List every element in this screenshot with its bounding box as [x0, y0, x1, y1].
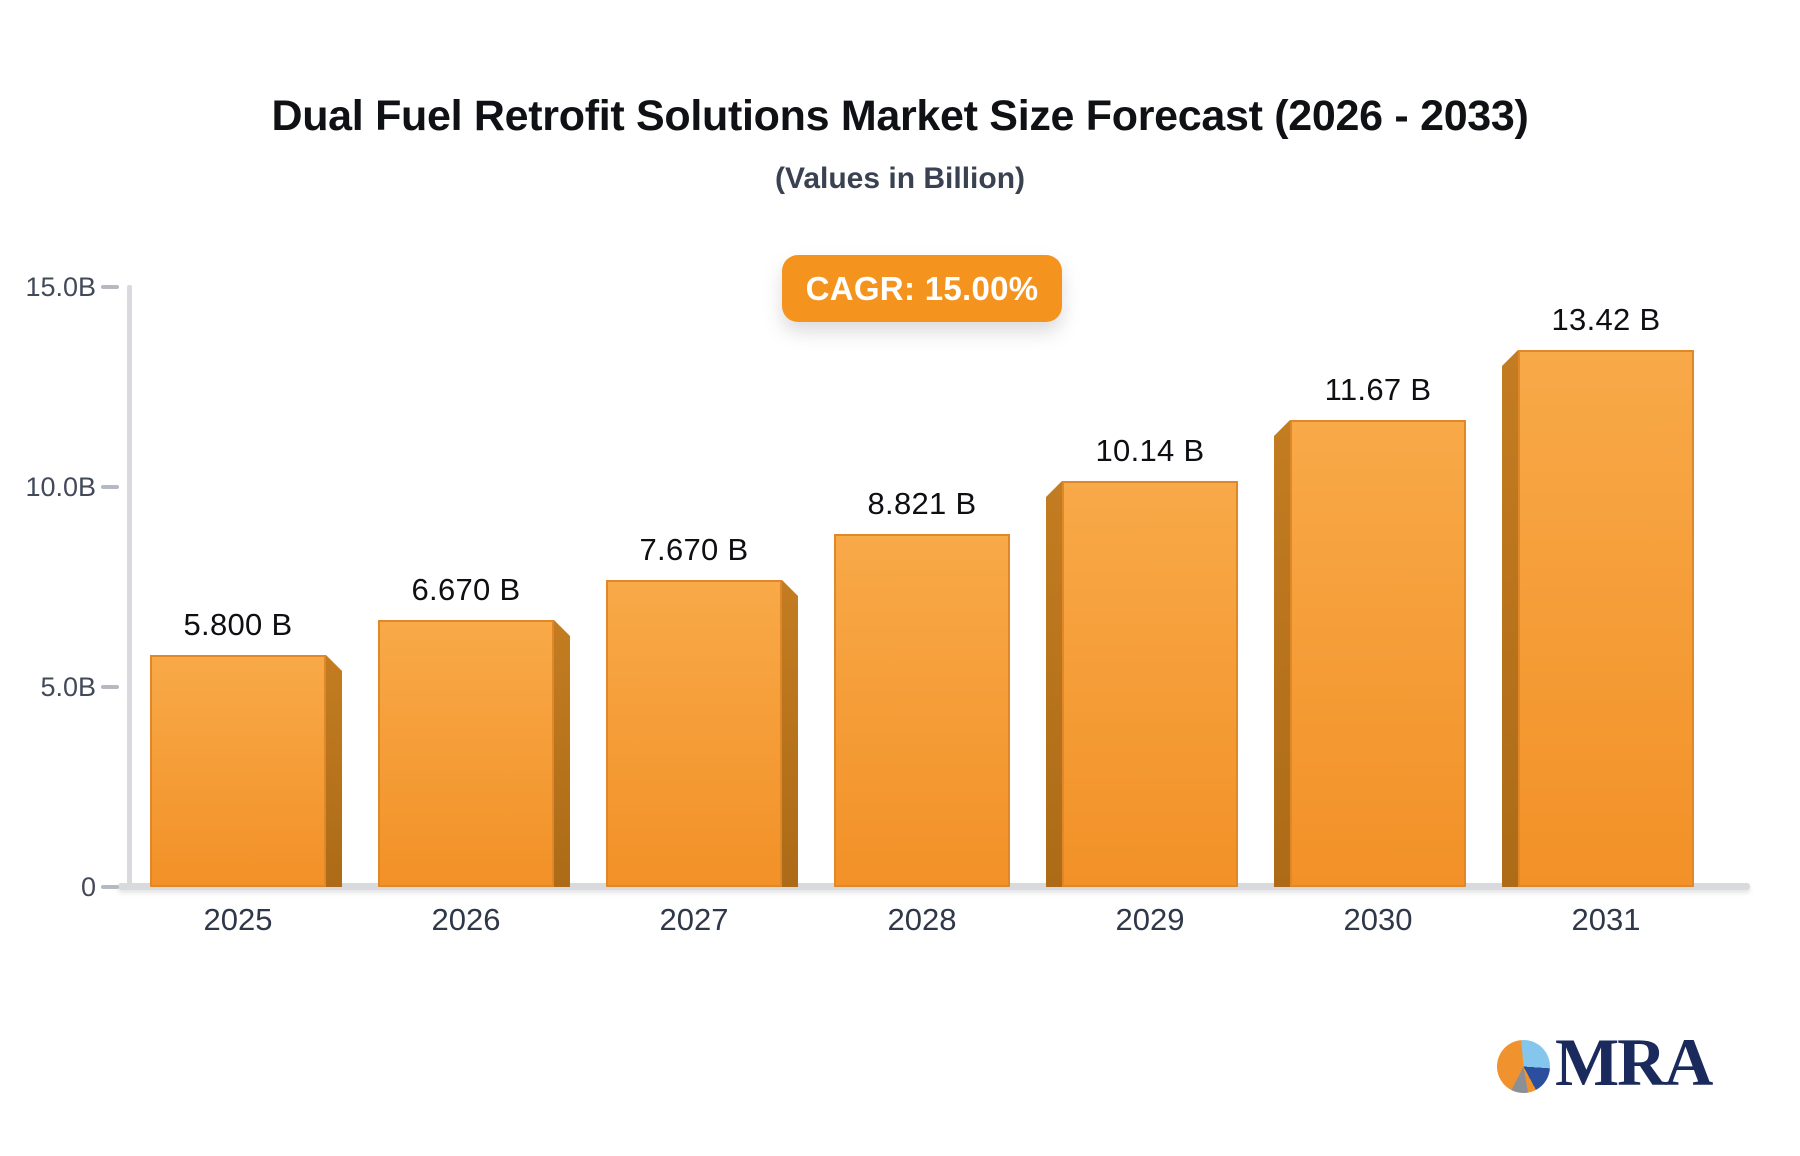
- x-tick-label: 2026: [431, 902, 501, 937]
- y-tick-label: 15.0B: [25, 272, 96, 302]
- bar-value-label: 13.42 B: [1551, 302, 1661, 337]
- brand-logo-text: MRA: [1555, 1024, 1713, 1100]
- bar-value-label: 10.14 B: [1095, 433, 1205, 468]
- bar-3d-side: [1046, 481, 1062, 887]
- bar-2030: [1290, 420, 1466, 887]
- bar-2028: [834, 534, 1010, 887]
- bar-value-label: 5.800 B: [183, 607, 293, 642]
- cagr-badge: CAGR: 15.00%: [782, 255, 1062, 322]
- pie-chart-logo-icon: [1497, 1039, 1550, 1093]
- bar-value-label: 11.67 B: [1324, 372, 1432, 407]
- bar-2026: [378, 620, 554, 887]
- y-tick-dash: [101, 685, 119, 689]
- y-tick-label: 10.0B: [25, 472, 96, 502]
- x-tick-label: 2030: [1343, 902, 1413, 937]
- bar-3d-side: [326, 655, 342, 887]
- bar-2025: [150, 655, 326, 887]
- bar-value-label: 7.670 B: [639, 532, 749, 567]
- x-tick-label: 2028: [887, 902, 957, 937]
- bar-3d-side: [1274, 420, 1290, 887]
- cagr-badge-label: CAGR: 15.00%: [805, 269, 1039, 307]
- bar-2031: [1518, 350, 1694, 887]
- chart-title: Dual Fuel Retrofit Solutions Market Size…: [271, 92, 1529, 140]
- brand-logo: MRA: [1497, 1028, 1713, 1099]
- y-tick-dash: [101, 285, 119, 289]
- bar-value-label: 8.821 B: [867, 486, 977, 521]
- y-tick-label: 5.0B: [40, 672, 96, 702]
- bar-3d-side: [1502, 350, 1518, 887]
- bar-2027: [606, 580, 782, 887]
- chart-subtitle: (Values in Billion): [774, 162, 1026, 195]
- bar-3d-side: [782, 580, 798, 887]
- x-tick-label: 2031: [1571, 902, 1641, 937]
- y-axis-line: [127, 285, 132, 884]
- bar-value-label: 6.670 B: [411, 572, 521, 607]
- bar-3d-side: [554, 620, 570, 887]
- x-tick-label: 2025: [203, 902, 273, 937]
- y-tick-dash: [101, 485, 119, 489]
- x-tick-label: 2029: [1115, 902, 1185, 937]
- x-tick-label: 2027: [659, 902, 729, 937]
- y-tick-dash: [101, 885, 119, 889]
- bar-2029: [1062, 481, 1238, 887]
- y-tick-label: 0: [80, 872, 96, 902]
